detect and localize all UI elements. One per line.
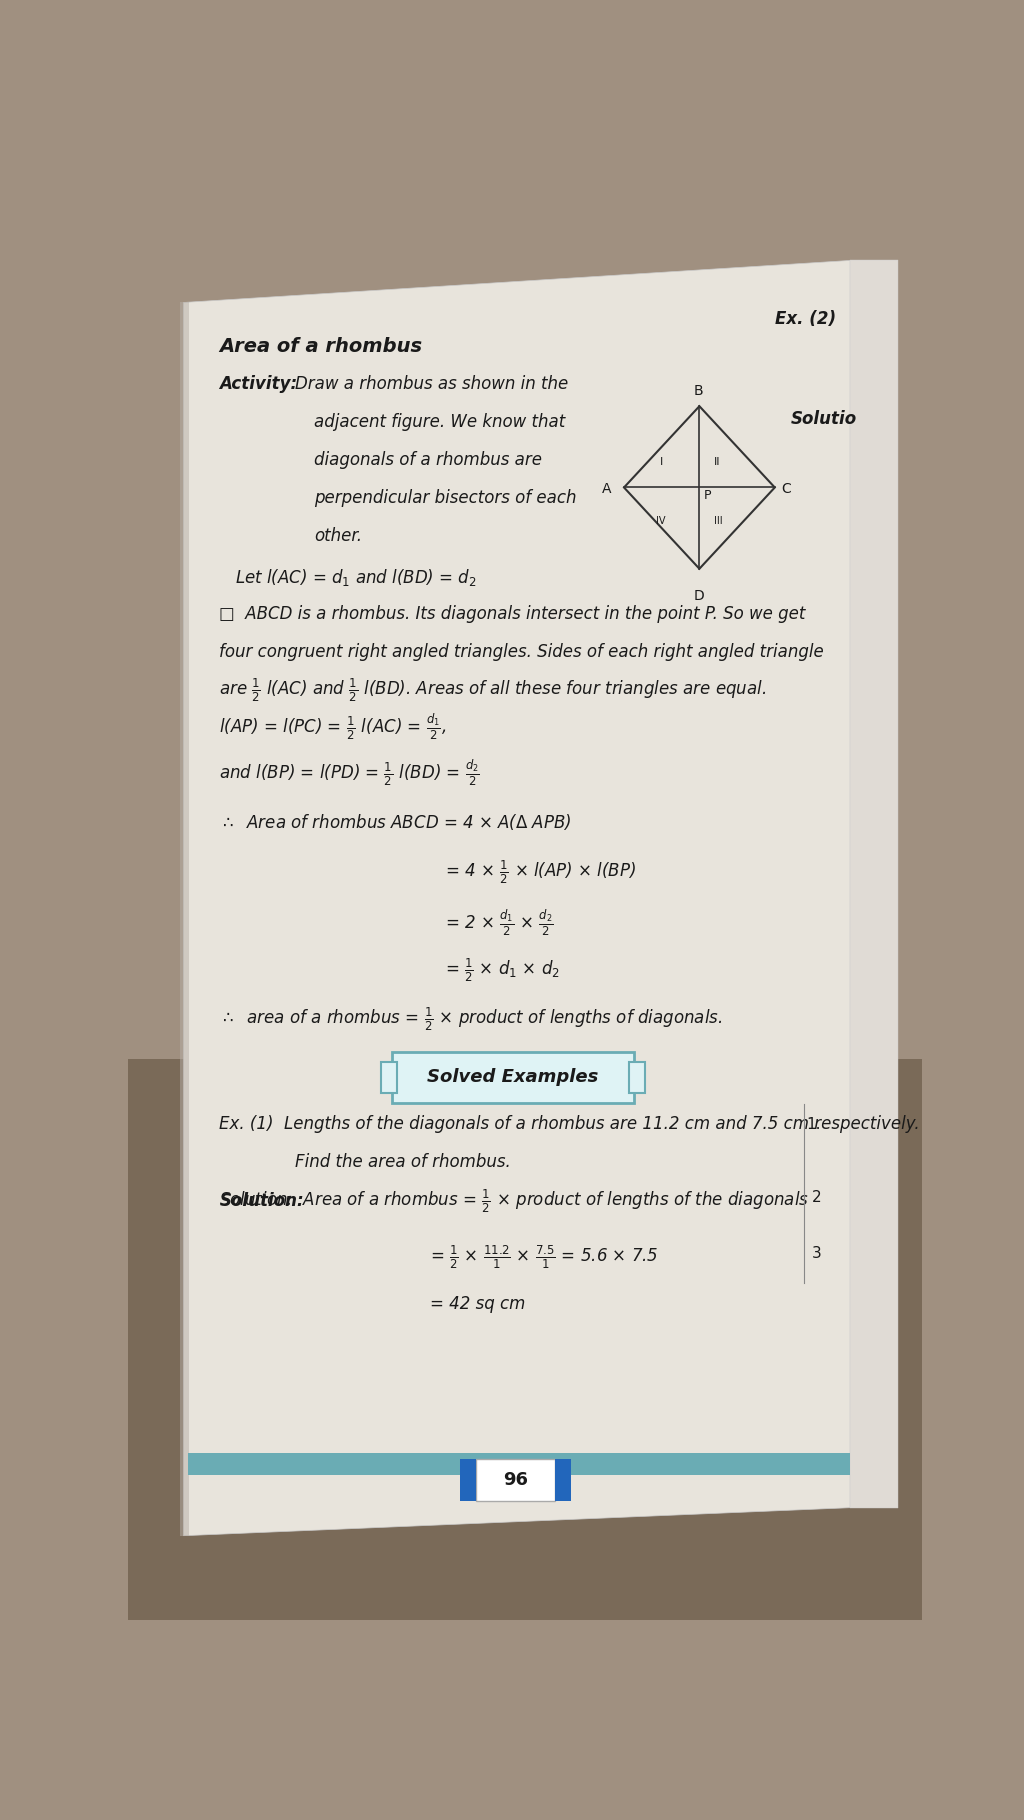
Text: adjacent figure. We know that: adjacent figure. We know that: [314, 413, 565, 431]
Text: 3: 3: [812, 1247, 822, 1261]
Text: Solutio: Solutio: [791, 410, 857, 428]
Text: = 42 sq cm: = 42 sq cm: [430, 1294, 525, 1312]
Text: Solution:  Area of a rhombus = $\frac{1}{2}$ $\times$ product of lengths of the : Solution: Area of a rhombus = $\frac{1}{…: [219, 1188, 809, 1216]
Text: A: A: [602, 482, 611, 497]
Text: 96: 96: [503, 1471, 527, 1489]
FancyBboxPatch shape: [475, 1458, 555, 1502]
Text: $\therefore$  area of a rhombus = $\frac{1}{2}$ $\times$ product of lengths of d: $\therefore$ area of a rhombus = $\frac{…: [219, 1006, 723, 1034]
Text: Ex. (1)  Lengths of the diagonals of a rhombus are 11.2 cm and 7.5 cm respective: Ex. (1) Lengths of the diagonals of a rh…: [219, 1116, 920, 1134]
Text: $l$(AP) = $l$(PC) = $\frac{1}{2}$ $l$(AC) = $\frac{d_1}{2}$,: $l$(AP) = $l$(PC) = $\frac{1}{2}$ $l$(AC…: [219, 712, 446, 743]
Text: I: I: [659, 457, 663, 468]
Text: 1.: 1.: [807, 1117, 821, 1132]
FancyBboxPatch shape: [381, 1063, 397, 1092]
Text: perpendicular bisectors of each: perpendicular bisectors of each: [314, 490, 577, 508]
Text: Activity:: Activity:: [219, 375, 297, 393]
Text: D: D: [694, 588, 705, 602]
Text: Area of a rhombus: Area of a rhombus: [219, 337, 422, 355]
Text: = 4 $\times$ $\frac{1}{2}$ $\times$ $l$(AP) $\times$ $l$(BP): = 4 $\times$ $\frac{1}{2}$ $\times$ $l$(…: [445, 859, 637, 886]
Text: Solved Examples: Solved Examples: [427, 1068, 599, 1087]
Text: II: II: [714, 457, 720, 468]
Text: Solution:: Solution:: [219, 1192, 304, 1210]
Text: = $\frac{1}{2}$ $\times$ $\frac{11.2}{1}$ $\times$ $\frac{7.5}{1}$ = 5.6 $\times: = $\frac{1}{2}$ $\times$ $\frac{11.2}{1}…: [430, 1243, 658, 1270]
Text: Find the area of rhombus.: Find the area of rhombus.: [295, 1154, 510, 1170]
Text: $\therefore$  Area of rhombus ABCD = 4 $\times$ A($\Delta$ APB): $\therefore$ Area of rhombus ABCD = 4 $\…: [219, 812, 571, 832]
FancyBboxPatch shape: [629, 1063, 645, 1092]
Text: 2: 2: [812, 1190, 821, 1205]
Bar: [460, 1458, 475, 1502]
Text: = 2 $\times$ $\frac{d_1}{2}$ $\times$ $\frac{d_2}{2}$: = 2 $\times$ $\frac{d_1}{2}$ $\times$ $\…: [445, 908, 554, 937]
Text: four congruent right angled triangles. Sides of each right angled triangle: four congruent right angled triangles. S…: [219, 642, 824, 661]
Text: = $\frac{1}{2}$ $\times$ $d_1$ $\times$ $d_2$: = $\frac{1}{2}$ $\times$ $d_1$ $\times$ …: [445, 957, 560, 985]
Polygon shape: [183, 260, 850, 1536]
Bar: [179, 302, 189, 1536]
Text: are $\frac{1}{2}$ $l$(AC) and $\frac{1}{2}$ $l$(BD). Areas of all these four tri: are $\frac{1}{2}$ $l$(AC) and $\frac{1}{…: [219, 677, 767, 704]
Text: B: B: [694, 384, 703, 399]
Text: P: P: [703, 490, 711, 502]
Text: C: C: [781, 482, 791, 497]
Text: other.: other.: [314, 526, 362, 544]
FancyBboxPatch shape: [392, 1052, 634, 1103]
Bar: [555, 1458, 570, 1502]
Text: IV: IV: [655, 515, 666, 526]
Text: Let $l$(AC) = $d_1$ and $l$(BD) = $d_2$: Let $l$(AC) = $d_1$ and $l$(BD) = $d_2$: [236, 566, 477, 588]
Text: Draw a rhombus as shown in the: Draw a rhombus as shown in the: [295, 375, 568, 393]
Text: and $l$(BP) = $l$(PD) = $\frac{1}{2}$ $l$(BD) = $\frac{d_2}{2}$: and $l$(BP) = $l$(PD) = $\frac{1}{2}$ $l…: [219, 757, 480, 788]
Bar: [187, 1452, 850, 1476]
Bar: [850, 260, 898, 1507]
Text: Ex. (2): Ex. (2): [775, 309, 836, 328]
Text: diagonals of a rhombus are: diagonals of a rhombus are: [314, 451, 543, 470]
Text: III: III: [714, 515, 722, 526]
Bar: [128, 1059, 922, 1620]
Text: □  ABCD is a rhombus. Its diagonals intersect in the point P. So we get: □ ABCD is a rhombus. Its diagonals inter…: [219, 606, 806, 622]
